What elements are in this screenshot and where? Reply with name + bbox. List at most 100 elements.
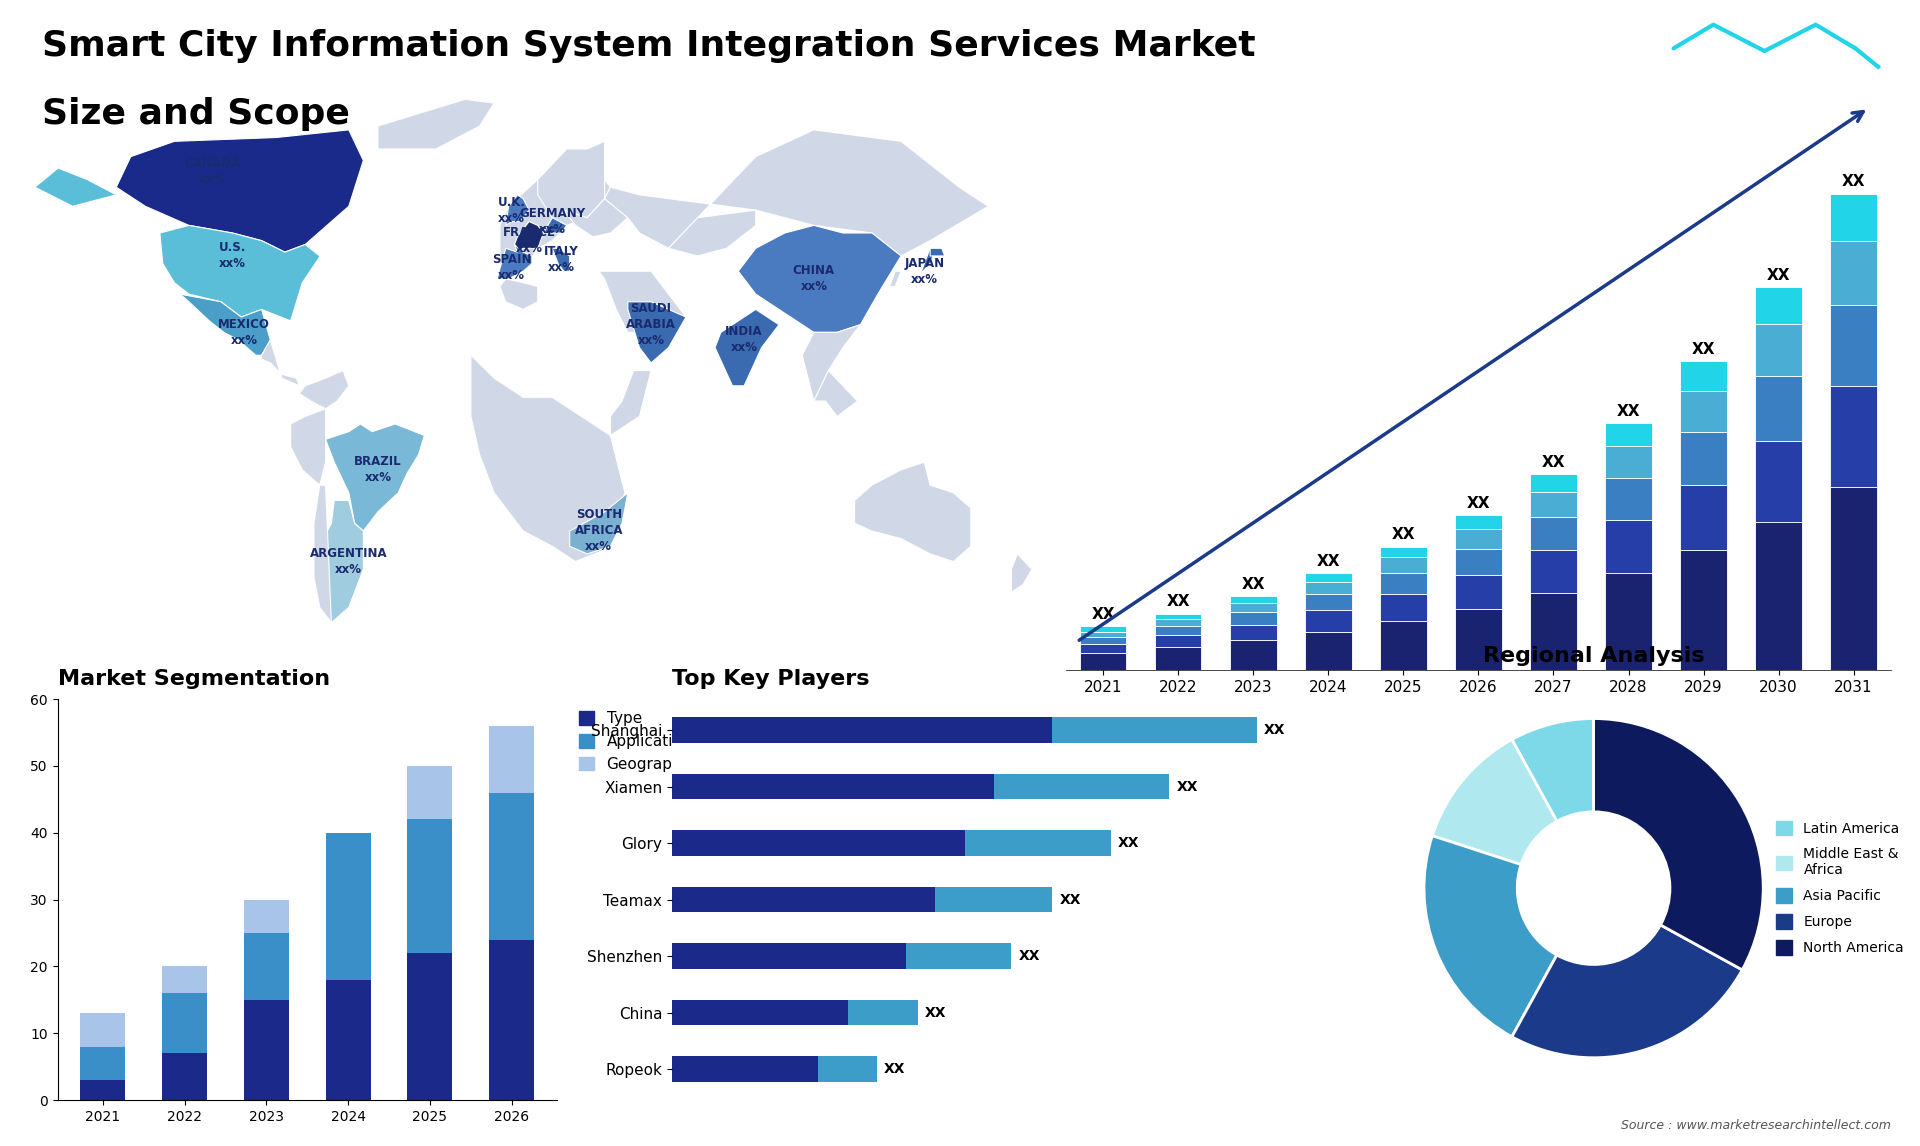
- Bar: [1530, 517, 1576, 550]
- Polygon shape: [180, 295, 271, 355]
- Bar: [672, 1000, 847, 1026]
- Bar: [1830, 242, 1878, 305]
- Bar: [1680, 392, 1726, 432]
- Polygon shape: [315, 485, 332, 622]
- Bar: [1231, 612, 1277, 625]
- Polygon shape: [599, 272, 685, 332]
- Polygon shape: [564, 198, 628, 237]
- Bar: [935, 887, 1052, 912]
- Bar: [161, 994, 207, 1053]
- Text: XX: XX: [1018, 949, 1041, 963]
- Text: XX: XX: [1167, 595, 1190, 610]
- Polygon shape: [470, 355, 624, 562]
- Text: Source : www.marketresearchintellect.com: Source : www.marketresearchintellect.com: [1620, 1120, 1891, 1132]
- Bar: [672, 887, 935, 912]
- Polygon shape: [714, 309, 780, 386]
- Bar: [1156, 619, 1202, 626]
- Text: Smart City Information System Integration Services Market: Smart City Information System Integratio…: [42, 29, 1256, 63]
- Bar: [407, 819, 453, 953]
- Bar: [1605, 520, 1651, 573]
- Bar: [1079, 644, 1127, 653]
- Polygon shape: [547, 249, 570, 272]
- Bar: [244, 933, 288, 999]
- Text: XX: XX: [1766, 268, 1789, 283]
- Polygon shape: [803, 324, 860, 401]
- Bar: [1755, 324, 1801, 376]
- Bar: [1605, 446, 1651, 478]
- Text: XX: XX: [1542, 455, 1565, 470]
- Bar: [326, 980, 371, 1100]
- Text: CANADA
xx%: CANADA xx%: [184, 157, 240, 187]
- Bar: [161, 966, 207, 994]
- Polygon shape: [315, 485, 363, 622]
- Text: SAUDI
ARABIA
xx%: SAUDI ARABIA xx%: [626, 303, 676, 347]
- Text: MARKET: MARKET: [1751, 70, 1801, 80]
- Text: JAPAN
xx%: JAPAN xx%: [904, 257, 945, 285]
- Polygon shape: [611, 370, 651, 435]
- Polygon shape: [290, 409, 326, 485]
- Polygon shape: [300, 370, 349, 409]
- Bar: [1605, 478, 1651, 520]
- Text: RESEARCH: RESEARCH: [1745, 91, 1807, 101]
- Bar: [672, 717, 1052, 743]
- Bar: [1156, 635, 1202, 647]
- Legend: Type, Application, Geography: Type, Application, Geography: [574, 707, 697, 776]
- Bar: [672, 1057, 818, 1082]
- Bar: [995, 774, 1169, 799]
- Polygon shape: [505, 195, 530, 226]
- Bar: [490, 940, 534, 1100]
- Bar: [1380, 621, 1427, 670]
- Text: ITALY
xx%: ITALY xx%: [543, 245, 578, 274]
- Bar: [1079, 626, 1127, 631]
- Text: XX: XX: [1263, 723, 1286, 737]
- Text: XX: XX: [883, 1062, 906, 1076]
- Polygon shape: [628, 301, 685, 363]
- Polygon shape: [538, 141, 605, 226]
- Text: XX: XX: [1091, 607, 1116, 622]
- Bar: [1830, 386, 1878, 487]
- Bar: [1755, 523, 1801, 670]
- Wedge shape: [1432, 739, 1557, 864]
- Text: SOUTH
AFRICA
xx%: SOUTH AFRICA xx%: [574, 509, 622, 554]
- Polygon shape: [570, 493, 628, 554]
- Bar: [490, 793, 534, 940]
- Text: XX: XX: [1467, 495, 1490, 511]
- Bar: [1755, 288, 1801, 324]
- Bar: [672, 943, 906, 968]
- Bar: [81, 1046, 125, 1080]
- Polygon shape: [854, 462, 972, 562]
- Bar: [1231, 596, 1277, 603]
- Bar: [1380, 547, 1427, 557]
- Bar: [161, 1053, 207, 1100]
- Bar: [847, 1000, 918, 1026]
- Text: U.K.
xx%: U.K. xx%: [497, 196, 526, 225]
- Polygon shape: [261, 340, 300, 386]
- Bar: [1231, 625, 1277, 641]
- Text: SPAIN
xx%: SPAIN xx%: [492, 253, 532, 282]
- Title: Regional Analysis: Regional Analysis: [1482, 646, 1705, 666]
- Bar: [1306, 582, 1352, 595]
- Text: Size and Scope: Size and Scope: [42, 97, 349, 132]
- Bar: [818, 1057, 877, 1082]
- Polygon shape: [493, 157, 611, 278]
- Text: ARGENTINA
xx%: ARGENTINA xx%: [309, 547, 388, 576]
- Bar: [1306, 631, 1352, 670]
- Bar: [906, 943, 1012, 968]
- Text: XX: XX: [925, 1006, 947, 1020]
- Bar: [1052, 717, 1258, 743]
- Polygon shape: [35, 168, 117, 206]
- Text: MEXICO
xx%: MEXICO xx%: [219, 317, 271, 347]
- Bar: [1156, 647, 1202, 670]
- Text: Top Key Players: Top Key Players: [672, 669, 870, 689]
- Bar: [1680, 485, 1726, 550]
- Polygon shape: [1012, 554, 1031, 592]
- Bar: [1530, 550, 1576, 592]
- Bar: [1306, 573, 1352, 582]
- Bar: [1156, 614, 1202, 619]
- Bar: [326, 833, 371, 980]
- Bar: [1079, 653, 1127, 670]
- Polygon shape: [739, 226, 900, 332]
- Text: XX: XX: [1177, 779, 1198, 793]
- Bar: [1530, 492, 1576, 517]
- Text: XX: XX: [1317, 554, 1340, 568]
